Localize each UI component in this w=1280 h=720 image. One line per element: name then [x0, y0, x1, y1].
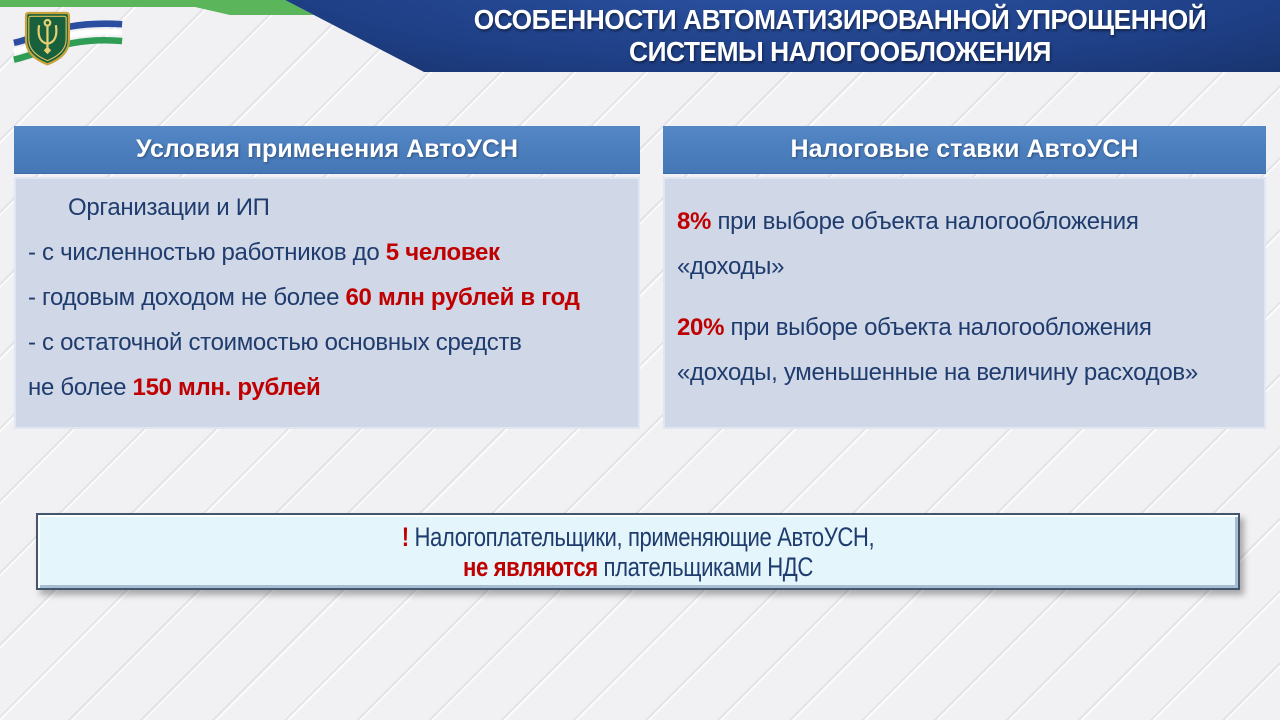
rate-text: «доходы» — [677, 253, 785, 280]
rates-panel-body: 8% при выборе объекта налогообложения «д… — [663, 177, 1266, 429]
condition-line-assets: - с остаточной стоимостью основных средс… — [28, 320, 626, 365]
condition-line-income: - годовым доходом не более 60 млн рублей… — [28, 275, 626, 320]
highlight-value: 150 млн. рублей — [132, 374, 321, 401]
title-band: ОСОБЕННОСТИ АВТОМАТИЗИРОВАННОЙ УПРОЩЕННО… — [285, 0, 1280, 72]
rate-text: при выборе объекта налогообложения — [711, 208, 1139, 235]
condition-text: Организации и ИП — [68, 194, 270, 221]
conditions-panel-body: Организации и ИП - с численностью работн… — [14, 177, 640, 429]
page-title: ОСОБЕННОСТИ АВТОМАТИЗИРОВАННОЙ УПРОЩЕННО… — [436, 4, 1244, 68]
tax-service-logo-icon — [13, 11, 123, 66]
page-title-line-2: СИСТЕМЫ НАЛОГООБЛОЖЕНИЯ — [629, 36, 1051, 67]
rate-value: 8% — [677, 208, 712, 235]
vat-note-banner: ! Налогоплательщики, применяющие АвтоУСН… — [36, 513, 1240, 590]
conditions-panel-title: Условия применения АвтоУСН — [135, 135, 519, 163]
banner-line-2: не являются плательщиками НДС — [146, 552, 1130, 582]
condition-text: - с численностью работников до — [28, 239, 386, 266]
banner-line-1: ! Налогоплательщики, применяющие АвтоУСН… — [146, 522, 1130, 552]
banner-text: плательщиками НДС — [597, 552, 813, 582]
rate-line-income-minus-expenses: «доходы, уменьшенные на величину расходо… — [677, 350, 1252, 395]
rates-panel: Налоговые ставки АвтоУСН 8% при выборе о… — [663, 126, 1266, 429]
condition-line-employees: - с численностью работников до 5 человек — [28, 230, 626, 275]
condition-text: - с остаточной стоимостью основных средс… — [28, 329, 522, 356]
condition-text: не более — [28, 374, 133, 401]
rate-line-8-percent: 8% при выборе объекта налогообложения — [677, 199, 1252, 244]
rate-text: «доходы, уменьшенные на величину расходо… — [677, 359, 1198, 386]
rate-text: при выборе объекта налогообложения — [724, 314, 1152, 341]
highlight-value: 5 человек — [385, 239, 500, 266]
highlight-value: 60 млн рублей в год — [345, 284, 580, 311]
banner-text: Налогоплательщики, применяющие АвтоУСН, — [408, 522, 875, 552]
shield-emblem-icon — [24, 11, 71, 66]
condition-line-assets-limit: не более 150 млн. рублей — [28, 365, 626, 410]
rates-panel-title: Налоговые ставки АвтоУСН — [790, 135, 1139, 163]
rate-value: 20% — [677, 314, 725, 341]
conditions-panel: Условия применения АвтоУСН Организации и… — [14, 126, 640, 429]
rates-panel-header: Налоговые ставки АвтоУСН — [663, 126, 1266, 174]
banner-highlight: не являются — [463, 552, 598, 582]
condition-text: - годовым доходом не более — [28, 284, 346, 311]
condition-line-orgs: Организации и ИП — [28, 185, 626, 230]
rate-line-income-object: «доходы» — [677, 244, 1252, 289]
rate-line-20-percent: 20% при выборе объекта налогообложения — [677, 305, 1252, 350]
page-title-line-1: ОСОБЕННОСТИ АВТОМАТИЗИРОВАННОЙ УПРОЩЕННО… — [473, 4, 1207, 35]
exclamation-mark: ! — [401, 522, 409, 552]
conditions-panel-header: Условия применения АвтоУСН — [14, 126, 640, 174]
